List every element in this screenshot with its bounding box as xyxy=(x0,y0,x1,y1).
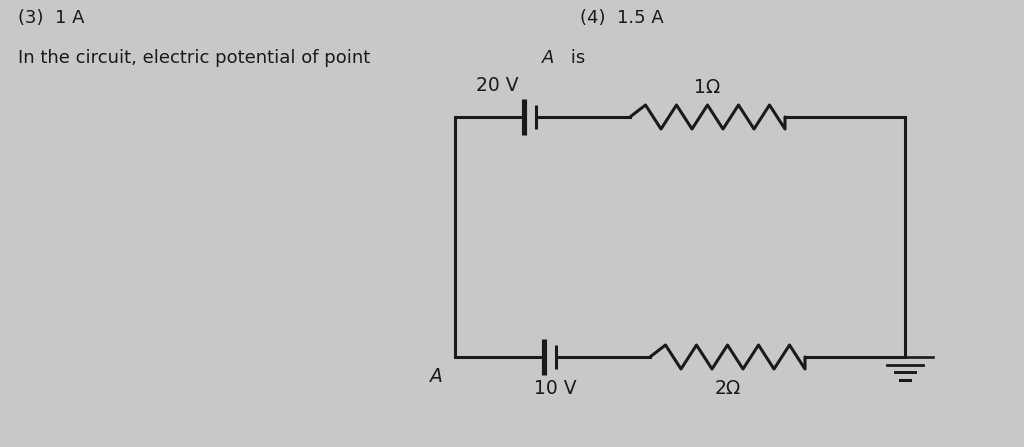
Text: A: A xyxy=(430,367,443,386)
Text: 1Ω: 1Ω xyxy=(694,78,721,97)
Text: 10 V: 10 V xyxy=(534,379,577,398)
Text: (4)  1.5 A: (4) 1.5 A xyxy=(580,9,664,27)
Text: (3)  1 A: (3) 1 A xyxy=(18,9,85,27)
Text: A: A xyxy=(542,49,554,67)
Text: In the circuit, electric potential of point: In the circuit, electric potential of po… xyxy=(18,49,376,67)
Text: 20 V: 20 V xyxy=(476,76,519,95)
Text: is: is xyxy=(565,49,586,67)
Text: 2Ω: 2Ω xyxy=(715,379,740,398)
